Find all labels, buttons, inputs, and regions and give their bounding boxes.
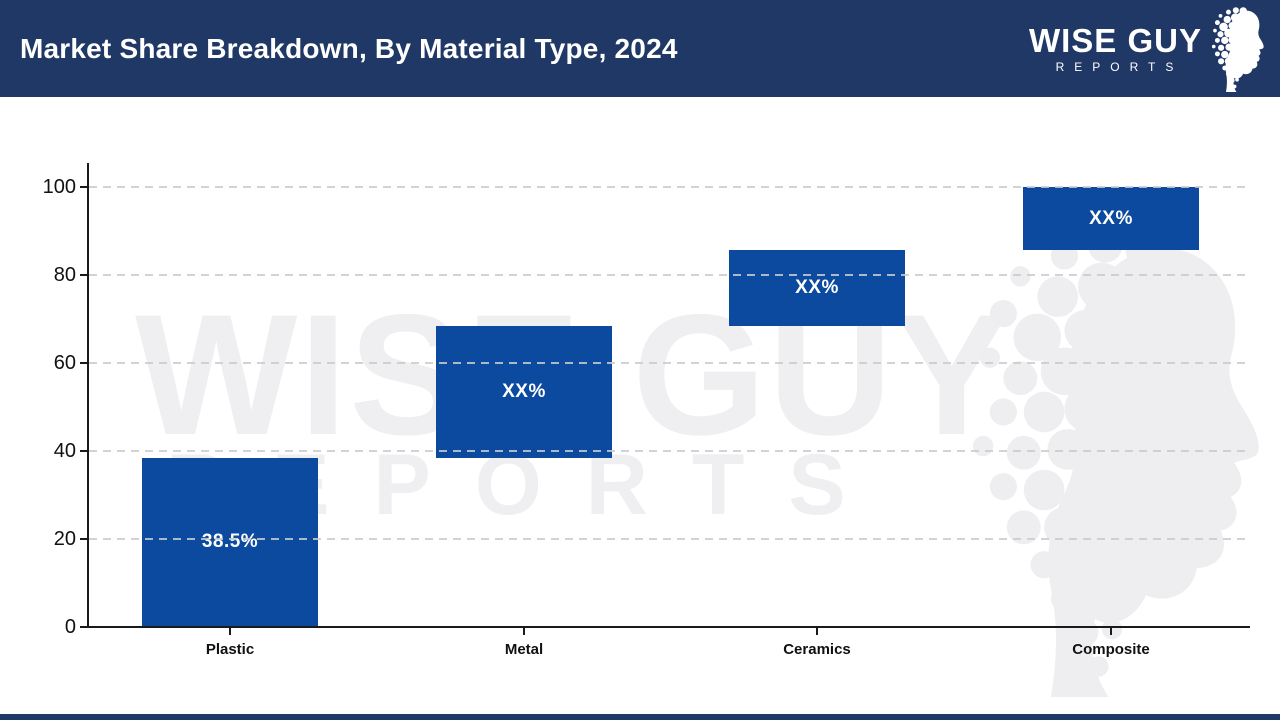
y-tick-mark xyxy=(80,362,88,364)
logo-text: WISE GUY REPORTS xyxy=(1029,24,1202,73)
x-tick-mark xyxy=(1110,628,1112,635)
y-tick-label: 100 xyxy=(42,176,76,198)
y-tick-mark xyxy=(80,274,88,276)
bar-value-label: 38.5% xyxy=(201,531,259,553)
y-tick-label: 60 xyxy=(53,352,76,374)
gridline-40 xyxy=(89,450,1250,452)
y-tick-mark xyxy=(80,626,88,628)
y-tick-label: 0 xyxy=(64,616,76,638)
gridline-80 xyxy=(89,274,1250,276)
x-axis-label: Metal xyxy=(504,641,544,658)
logo-wordmark: WISE GUY xyxy=(1028,22,1202,59)
x-tick-mark xyxy=(523,628,525,635)
x-tick-mark xyxy=(229,628,231,635)
chart-title: Market Share Breakdown, By Material Type… xyxy=(20,32,678,64)
logo-subtitle: REPORTS xyxy=(1055,60,1184,74)
gridline-20 xyxy=(89,538,1250,540)
y-axis-line xyxy=(87,163,89,628)
bar-metal: XX% xyxy=(436,326,612,458)
bar-composite: XX% xyxy=(1023,187,1199,251)
bar-ceramics: XX% xyxy=(729,250,905,327)
x-axis-label: Composite xyxy=(1072,641,1150,658)
wiseguy-logo: WISE GUY REPORTS xyxy=(1029,6,1280,92)
logo-face-icon xyxy=(1196,6,1272,92)
bar-value-label: XX% xyxy=(502,381,546,403)
x-axis-label: Ceramics xyxy=(783,641,851,658)
x-axis-line xyxy=(87,626,1250,628)
header-bar: Market Share Breakdown, By Material Type… xyxy=(0,0,1280,97)
y-tick-mark xyxy=(80,538,88,540)
y-tick-label: 40 xyxy=(53,440,76,462)
gridline-60 xyxy=(89,362,1250,364)
footer-bar xyxy=(0,714,1280,720)
y-tick-label: 80 xyxy=(53,264,76,286)
x-tick-mark xyxy=(816,628,818,635)
y-tick-label: 20 xyxy=(53,528,76,550)
bar-value-label: XX% xyxy=(795,277,839,299)
y-tick-mark xyxy=(80,450,88,452)
bar-plastic: 38.5% xyxy=(142,457,318,627)
x-axis-label: Plastic xyxy=(205,641,255,658)
y-tick-mark xyxy=(80,186,88,188)
gridline-100 xyxy=(89,186,1250,188)
bar-value-label: XX% xyxy=(1089,207,1133,229)
